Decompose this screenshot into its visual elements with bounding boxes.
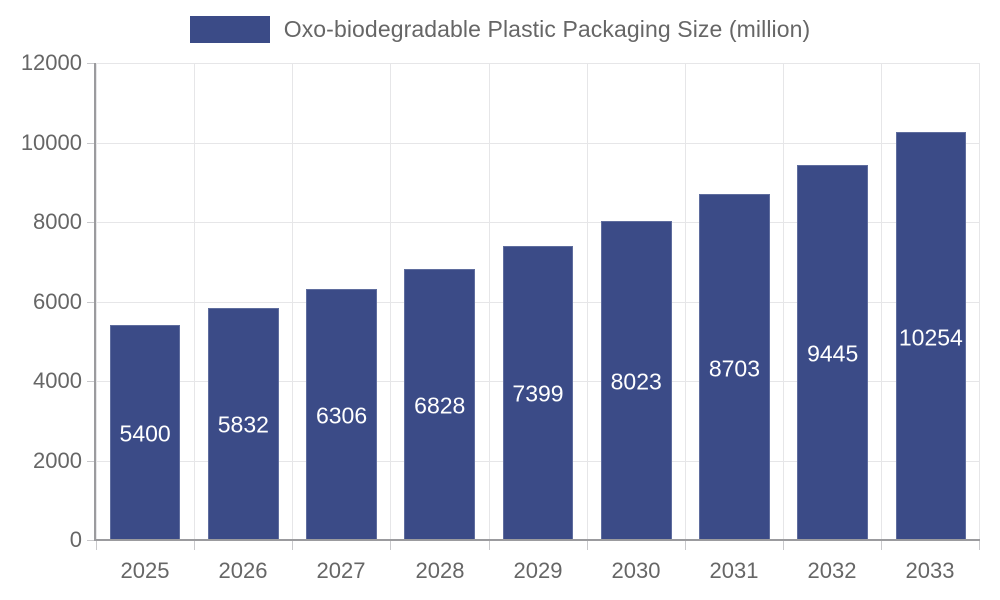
gridline-x-6	[685, 63, 686, 540]
x-axis-line	[94, 539, 980, 541]
x-tick-label-2033: 2033	[905, 558, 955, 583]
y-tick-mark-5	[87, 142, 96, 144]
gridline-x-9	[979, 63, 980, 540]
y-tick-label-5: 10000	[20, 129, 82, 155]
x-tick-label-2030: 2030	[611, 558, 661, 583]
x-tick-mark-2	[292, 541, 293, 550]
bar-2031[interactable]	[699, 194, 770, 540]
y-tick-mark-1	[87, 460, 96, 462]
x-tick-mark-6	[685, 541, 686, 550]
y-tick-mark-2	[87, 381, 96, 382]
chart-legend: Oxo-biodegradable Plastic Packaging Size…	[0, 0, 1000, 58]
bar-2029[interactable]	[502, 245, 574, 540]
bar-2025[interactable]	[109, 325, 181, 540]
y-axis-line	[94, 63, 96, 540]
x-tick-label-2032: 2032	[807, 558, 857, 583]
gridline-y-10000	[96, 142, 980, 144]
x-tick-mark-7	[783, 541, 784, 550]
bar-2026[interactable]	[207, 308, 279, 540]
bar-2030[interactable]	[600, 221, 672, 540]
x-tick-label-2029: 2029	[513, 558, 563, 583]
x-tick-mark-5	[587, 541, 588, 550]
x-tick-label-2025: 2025	[120, 558, 170, 583]
y-tick-mark-4	[87, 222, 96, 223]
x-tick-label-2027: 2027	[316, 558, 366, 583]
x-tick-mark-0	[96, 541, 97, 550]
gridline-x-7	[783, 63, 784, 540]
y-tick-mark-0	[87, 540, 96, 541]
y-tick-label-6: 12000	[20, 50, 82, 75]
plot-area: 5400 5832 6306 6828 7399 8023 8703 9445 10254	[96, 63, 980, 540]
x-tick-mark-8	[881, 541, 882, 550]
y-tick-label-3: 6000	[33, 288, 82, 314]
y-tick-mark-6	[87, 63, 96, 64]
legend-label-series-0: Oxo-biodegradable Plastic Packaging Size…	[283, 15, 811, 42]
gridline-x-0	[96, 63, 97, 540]
gridline-y-12000	[96, 63, 980, 64]
x-tick-mark-1	[194, 541, 195, 550]
gridline-x-8	[881, 63, 882, 540]
gridline-x-2	[292, 63, 293, 540]
x-tick-mark-4	[489, 541, 490, 550]
x-tick-label-2026: 2026	[218, 558, 268, 583]
x-tick-mark-3	[390, 541, 391, 550]
bar-2028[interactable]	[404, 268, 476, 540]
y-axis-labels: 0 2000 4000 6000 8000 10000 12000	[0, 0, 82, 600]
x-tick-mark-9	[979, 541, 980, 550]
x-tick-label-2028: 2028	[415, 558, 465, 583]
bar-2027[interactable]	[306, 289, 377, 540]
y-tick-mark-3	[87, 301, 96, 303]
gridline-x-1	[194, 63, 195, 540]
y-tick-label-4: 8000	[33, 209, 82, 234]
x-tick-label-2031: 2031	[709, 558, 759, 583]
gridline-x-5	[587, 63, 588, 540]
gridline-x-4	[489, 63, 490, 540]
bar-2032[interactable]	[797, 164, 869, 540]
gridline-x-3	[390, 63, 391, 540]
y-tick-label-0: 0	[69, 527, 82, 552]
legend-swatch-series-0	[189, 15, 270, 43]
y-tick-label-2: 4000	[33, 368, 82, 393]
gridline-y-8000	[96, 222, 980, 223]
bar-2033[interactable]	[895, 132, 967, 540]
y-tick-label-1: 2000	[33, 447, 82, 473]
